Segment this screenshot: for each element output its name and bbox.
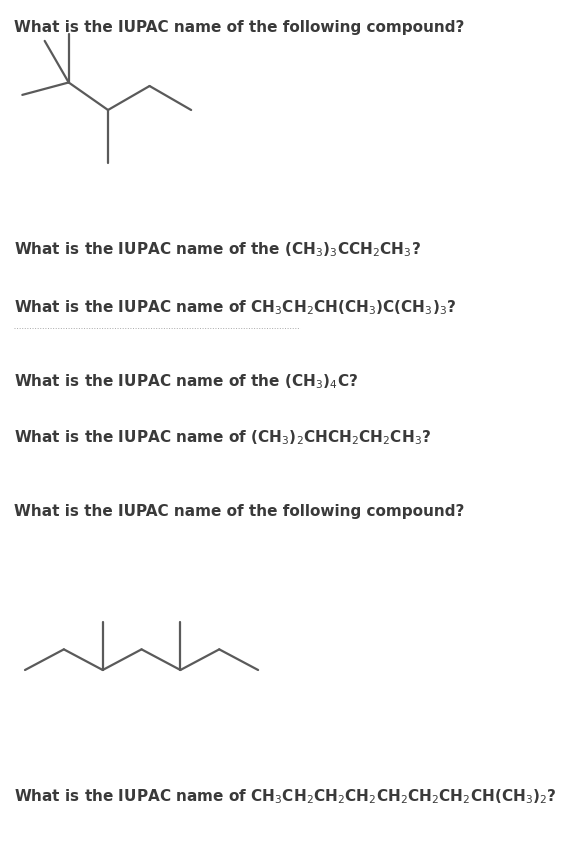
Text: What is the IUPAC name of the following compound?: What is the IUPAC name of the following … — [14, 20, 464, 35]
Text: What is the IUPAC name of (CH$_3$)$_2$CHCH$_2$CH$_2$CH$_3$?: What is the IUPAC name of (CH$_3$)$_2$CH… — [14, 428, 431, 447]
Text: What is the IUPAC name of the (CH$_3$)$_3$CCH$_2$CH$_3$?: What is the IUPAC name of the (CH$_3$)$_… — [14, 240, 421, 259]
Text: What is the IUPAC name of the following compound?: What is the IUPAC name of the following … — [14, 504, 464, 519]
Text: What is the IUPAC name of CH$_3$CH$_2$CH(CH$_3$)C(CH$_3$)$_3$?: What is the IUPAC name of CH$_3$CH$_2$CH… — [14, 298, 457, 317]
Text: What is the IUPAC name of CH$_3$CH$_2$CH$_2$CH$_2$CH$_2$CH$_2$CH$_2$CH(CH$_3$)$_: What is the IUPAC name of CH$_3$CH$_2$CH… — [14, 787, 557, 806]
Text: What is the IUPAC name of the (CH$_3$)$_4$C?: What is the IUPAC name of the (CH$_3$)$_… — [14, 372, 358, 391]
